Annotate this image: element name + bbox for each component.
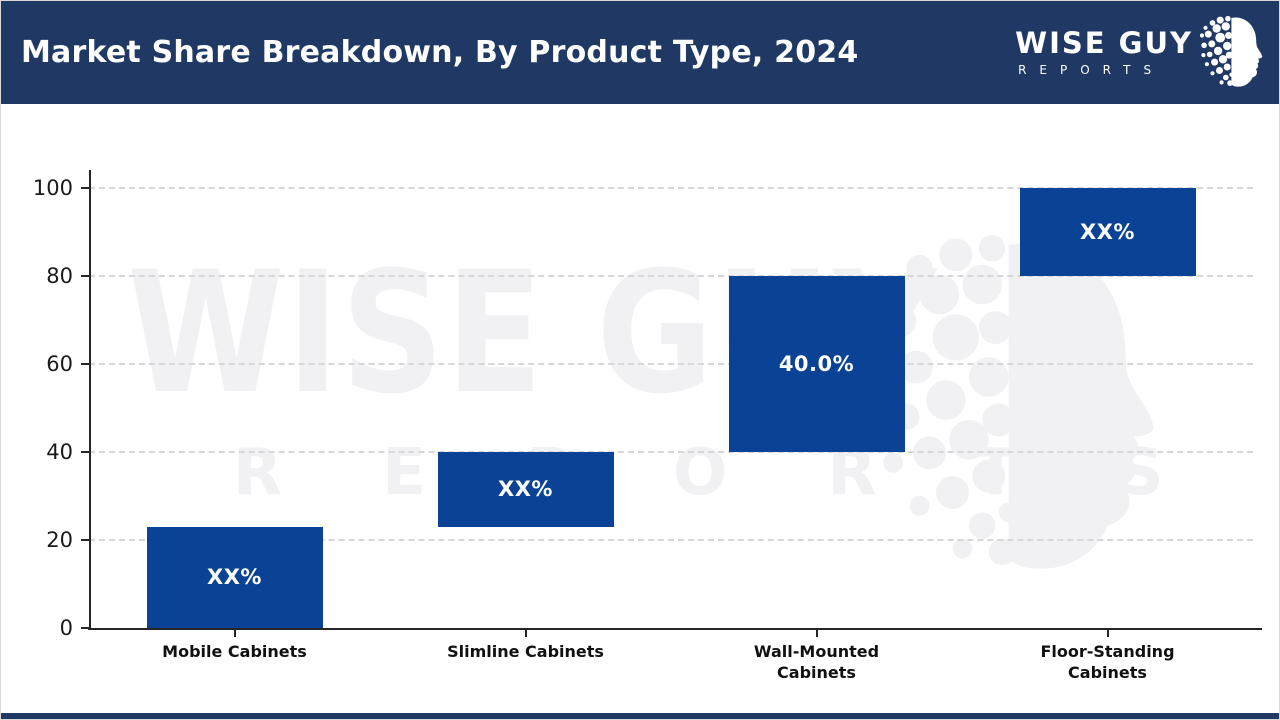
y-gridline (89, 539, 1253, 541)
x-category-label: Mobile Cabinets (162, 642, 307, 661)
waterfall-bar: 40.0% (728, 276, 905, 452)
y-tick-label: 40 (46, 440, 73, 464)
logo-text: WISE GUY REPORTS (1015, 25, 1193, 77)
bar-value-label: XX% (1080, 220, 1135, 244)
y-tick-label: 80 (46, 264, 73, 288)
x-tick-mark (815, 630, 818, 637)
waterfall-bar: XX% (146, 526, 323, 628)
y-gridline (89, 187, 1253, 189)
x-category-label: Slimline Cabinets (447, 642, 604, 661)
bar-value-label: XX% (498, 477, 553, 502)
bar-value-label: XX% (207, 565, 262, 590)
x-category-label: Floor-Standing Cabinets (1040, 642, 1175, 682)
y-tick-mark (81, 451, 89, 453)
x-category-label: Wall-Mounted Cabinets (753, 642, 880, 682)
y-tick-mark (81, 363, 89, 365)
footer-bar (1, 713, 1279, 719)
x-tick-mark (1106, 630, 1109, 637)
y-tick-mark (81, 275, 89, 277)
y-tick-mark (81, 627, 89, 629)
y-axis-line (89, 170, 91, 628)
y-tick-label: 20 (46, 528, 73, 552)
y-tick-label: 100 (32, 176, 73, 200)
y-gridline (89, 363, 1253, 365)
x-tick-mark (524, 630, 527, 637)
chart-title: Market Share Breakdown, By Product Type,… (21, 35, 859, 70)
face-profile-icon (1199, 15, 1263, 87)
waterfall-bar: XX% (437, 452, 614, 527)
logo-tagline: REPORTS (1018, 62, 1165, 77)
x-tick-mark (233, 630, 236, 637)
y-gridline (89, 451, 1253, 453)
y-gridline (89, 275, 1253, 277)
x-axis-line (88, 628, 1262, 630)
waterfall-bar: XX% (1019, 188, 1196, 276)
logo-name: WISE GUY (1015, 25, 1193, 60)
y-tick-label: 60 (46, 352, 73, 376)
wiseguy-logo: WISE GUY REPORTS (1015, 13, 1265, 93)
bar-value-label: 40.0% (778, 352, 855, 376)
y-tick-mark (81, 187, 89, 189)
header-bar: Market Share Breakdown, By Product Type,… (1, 1, 1279, 104)
y-tick-mark (81, 539, 89, 541)
y-tick-label: 0 (59, 616, 73, 640)
